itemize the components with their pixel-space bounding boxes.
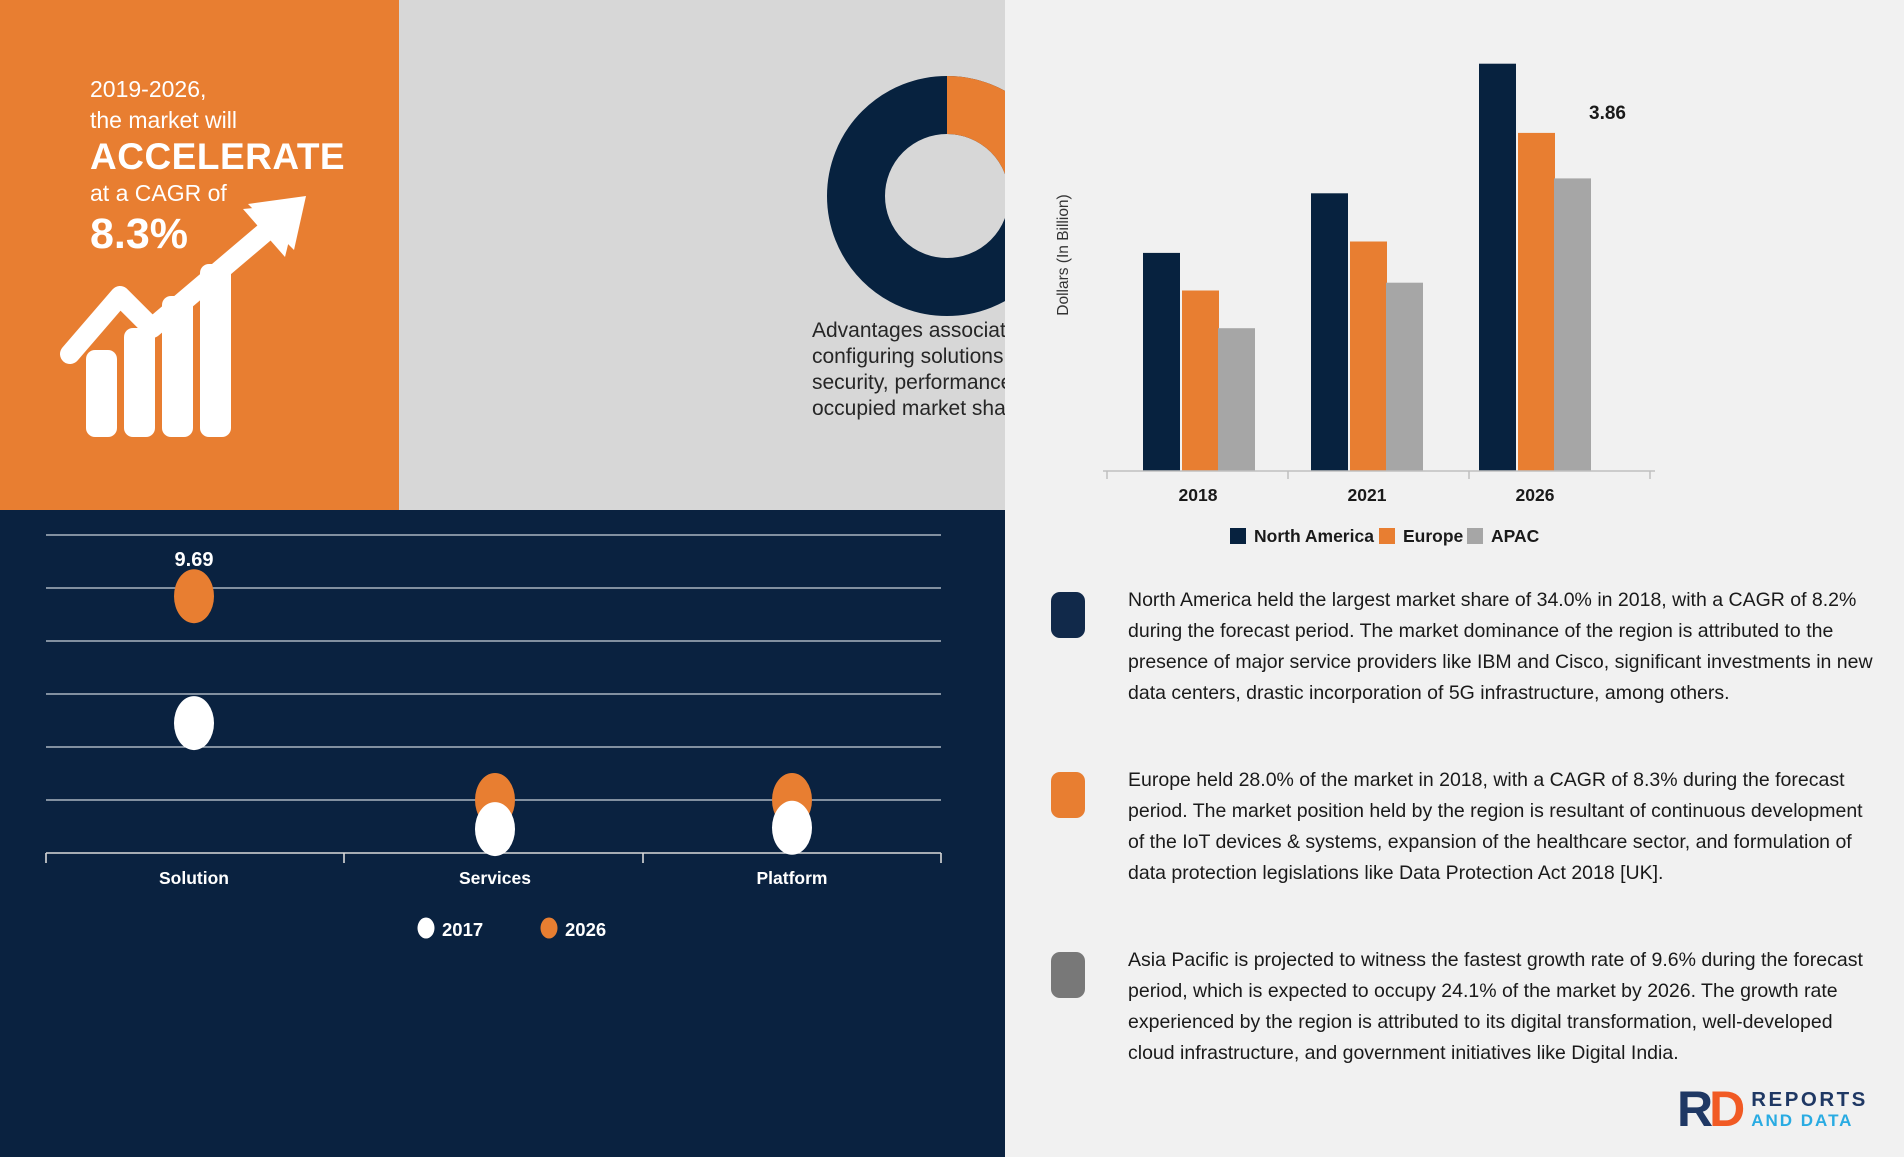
logo-line1: REPORTS bbox=[1751, 1087, 1868, 1111]
bar-north-america-2021 bbox=[1311, 193, 1348, 472]
dot-chart-gridlines bbox=[46, 534, 941, 801]
dot-solution-2017 bbox=[174, 696, 214, 751]
cagr-accelerate: ACCELERATE bbox=[90, 136, 346, 177]
legend-label-north-america: North America bbox=[1254, 526, 1374, 546]
dot-chart-points bbox=[174, 569, 812, 857]
legend-label-2026: 2026 bbox=[565, 919, 606, 940]
legend-swatch-north-america bbox=[1230, 528, 1246, 544]
paragraph-north-america: North America held the largest market sh… bbox=[1128, 589, 1873, 704]
bar-north-america-2018 bbox=[1143, 252, 1180, 471]
bar-apac-2018 bbox=[1218, 328, 1255, 471]
cagr-line4: at a CAGR of bbox=[90, 180, 227, 206]
legend-label-europe: Europe bbox=[1403, 526, 1464, 546]
bullet-square-europe bbox=[1051, 772, 1085, 818]
bar-tick-2026: 2026 bbox=[1516, 485, 1555, 505]
bar-chart-bars bbox=[1143, 63, 1591, 472]
bar-chart-axis bbox=[1103, 470, 1655, 479]
cagr-years: 2019-2026, bbox=[90, 76, 207, 102]
cagr-line2: the market will bbox=[90, 107, 237, 133]
bar-chart-ylabel: Dollars (In Billion) bbox=[1055, 194, 1072, 315]
bar-europe-2026 bbox=[1518, 132, 1555, 471]
segment-panel: 9.69 Solution Services Platform 2017 202… bbox=[0, 510, 1005, 1157]
bar-chart-legend: North America Europe APAC bbox=[1230, 526, 1540, 546]
growth-arrow-icon bbox=[60, 196, 306, 437]
bar-value-label: 3.86 bbox=[1589, 103, 1626, 124]
bar-north-america-2026 bbox=[1479, 63, 1516, 471]
cagr-value: 8.3% bbox=[90, 210, 189, 258]
bar-europe-2021 bbox=[1350, 241, 1387, 471]
legend-dot-2026 bbox=[540, 917, 558, 939]
dot-value-label: 9.69 bbox=[175, 549, 214, 571]
paragraph-europe: Europe held 28.0% of the market in 2018,… bbox=[1128, 769, 1863, 884]
bullet-square-north-america bbox=[1051, 592, 1085, 638]
bar-apac-2021 bbox=[1386, 282, 1423, 471]
logo-wordmark: REPORTS AND DATA bbox=[1751, 1088, 1868, 1131]
regional-panel: Dollars (In Billion) 3.86 2018 2021 2026… bbox=[1005, 0, 1904, 1157]
reports-and-data-logo: RD REPORTS AND DATA bbox=[1677, 1084, 1868, 1134]
segment-dot-chart: 9.69 Solution Services Platform 2017 202… bbox=[45, 534, 942, 940]
dot-services-2017 bbox=[475, 802, 515, 857]
dot-platform-2017 bbox=[772, 800, 812, 855]
legend-label-2017: 2017 bbox=[442, 919, 483, 940]
bar-tick-2021: 2021 bbox=[1348, 485, 1387, 505]
legend-swatch-europe bbox=[1379, 528, 1395, 544]
dot-category-platform: Platform bbox=[757, 868, 828, 888]
logo-line2: AND DATA bbox=[1751, 1110, 1854, 1130]
dot-solution-2026 bbox=[174, 569, 214, 624]
dot-category-solution: Solution bbox=[159, 868, 229, 888]
bullet-square-apac bbox=[1051, 952, 1085, 998]
paragraph-apac: Asia Pacific is projected to witness the… bbox=[1128, 949, 1863, 1064]
legend-label-apac: APAC bbox=[1491, 526, 1540, 546]
bar-apac-2026 bbox=[1554, 178, 1591, 471]
dot-chart-legend: 2017 2026 bbox=[417, 917, 606, 940]
onpremises-panel: 70.0% of the total Network Management Sy… bbox=[399, 0, 1380, 510]
bar-tick-2018: 2018 bbox=[1179, 485, 1218, 505]
cagr-panel: 2019-2026, the market will ACCELERATE at… bbox=[0, 0, 399, 510]
bar-europe-2018 bbox=[1182, 290, 1219, 471]
dot-category-services: Services bbox=[459, 868, 531, 888]
legend-swatch-apac bbox=[1467, 528, 1483, 544]
regional-bar-chart: Dollars (In Billion) 3.86 2018 2021 2026… bbox=[1055, 63, 1655, 546]
logo-mark-icon: RD bbox=[1677, 1081, 1745, 1137]
cagr-headline: 2019-2026, the market will ACCELERATE at… bbox=[90, 74, 345, 259]
legend-dot-2017 bbox=[417, 917, 435, 939]
